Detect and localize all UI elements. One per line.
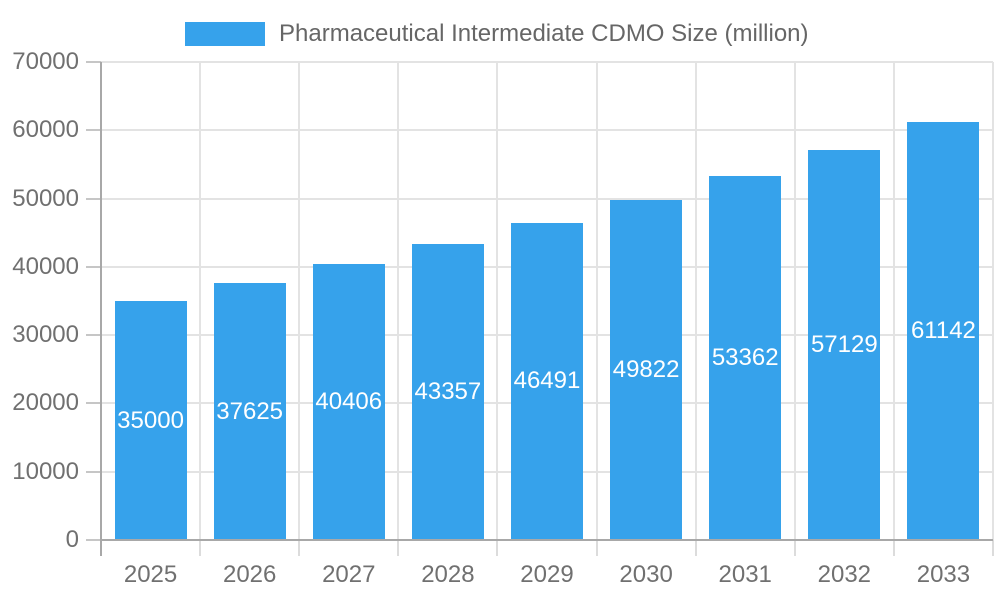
bar-value-label: 37625: [216, 397, 284, 425]
bar-value-label: 57129: [810, 330, 878, 358]
x-axis-tick-label: 2025: [123, 561, 178, 588]
bar-value-label: 40406: [315, 388, 383, 416]
y-axis-tick-label: 20000: [12, 389, 79, 417]
y-axis-line: [100, 62, 102, 556]
y-tick-mark: [86, 470, 101, 473]
x-tick-mark: [793, 540, 796, 556]
x-axis-tick-label: 2028: [421, 561, 475, 588]
bar-2029[interactable]: [511, 222, 583, 540]
x-gridline: [397, 62, 400, 540]
bar-2025[interactable]: [114, 301, 187, 540]
y-tick-mark: [86, 265, 101, 268]
bar-value-label: 49822: [612, 355, 680, 383]
y-axis-tick-label: 0: [65, 526, 79, 553]
x-tick-mark: [397, 540, 400, 556]
x-gridline: [595, 62, 598, 540]
bar-2033[interactable]: [907, 122, 980, 540]
x-tick-mark: [496, 540, 499, 556]
x-tick-mark: [694, 540, 697, 556]
x-gridline: [694, 62, 697, 540]
y-tick-mark: [86, 61, 101, 63]
y-axis-tick-label: 40000: [12, 252, 79, 280]
x-gridline: [793, 62, 796, 540]
x-axis-tick-label: 2033: [916, 561, 971, 588]
y-tick-mark: [86, 334, 101, 337]
y-axis-tick-label: 30000: [12, 321, 79, 349]
bar-2027[interactable]: [312, 264, 385, 540]
x-tick-mark: [298, 540, 301, 556]
x-gridline: [496, 62, 499, 540]
legend-label: Pharmaceutical Intermediate CDMO Size (m…: [279, 20, 809, 47]
x-axis-tick-label: 2030: [619, 561, 673, 588]
bar-2028[interactable]: [411, 243, 484, 540]
x-gridline: [892, 62, 895, 540]
bar-2032[interactable]: [808, 149, 881, 540]
y-axis-tick-label: 70000: [12, 48, 79, 75]
x-gridline: [992, 62, 994, 540]
x-gridline: [199, 62, 202, 540]
x-axis-tick-label: 2027: [322, 561, 376, 588]
x-tick-mark: [199, 540, 202, 556]
bar-value-label: 46491: [513, 367, 581, 395]
bar-2030[interactable]: [610, 199, 683, 540]
y-axis-tick-label: 10000: [12, 457, 79, 485]
x-axis-tick-label: 2031: [718, 561, 772, 588]
y-axis-tick-label: 50000: [12, 184, 79, 212]
bar-value-label: 53362: [711, 343, 779, 371]
y-tick-mark: [86, 539, 101, 541]
y-tick-mark: [86, 402, 101, 405]
y-tick-mark: [86, 197, 101, 200]
y-gridline: [101, 129, 993, 132]
bar-value-label: 35000: [117, 406, 184, 434]
chart-legend-item[interactable]: Pharmaceutical Intermediate CDMO Size (m…: [185, 21, 809, 47]
x-tick-mark: [992, 540, 994, 556]
x-axis-tick-label: 2029: [520, 561, 574, 588]
x-tick-mark: [595, 540, 598, 556]
bar-2026[interactable]: [213, 283, 286, 540]
y-tick-mark: [86, 129, 101, 132]
bar-value-label: 43357: [414, 377, 482, 405]
bar-value-label: 61142: [910, 317, 976, 345]
x-gridline: [298, 62, 301, 540]
x-axis-tick-label: 2032: [817, 561, 872, 588]
y-axis-tick-label: 60000: [12, 116, 79, 144]
y-gridline: [101, 61, 993, 63]
x-tick-mark: [892, 540, 895, 556]
legend-color-swatch: [185, 22, 265, 46]
x-axis-tick-label: 2026: [222, 561, 277, 588]
bar-2031[interactable]: [709, 175, 782, 540]
